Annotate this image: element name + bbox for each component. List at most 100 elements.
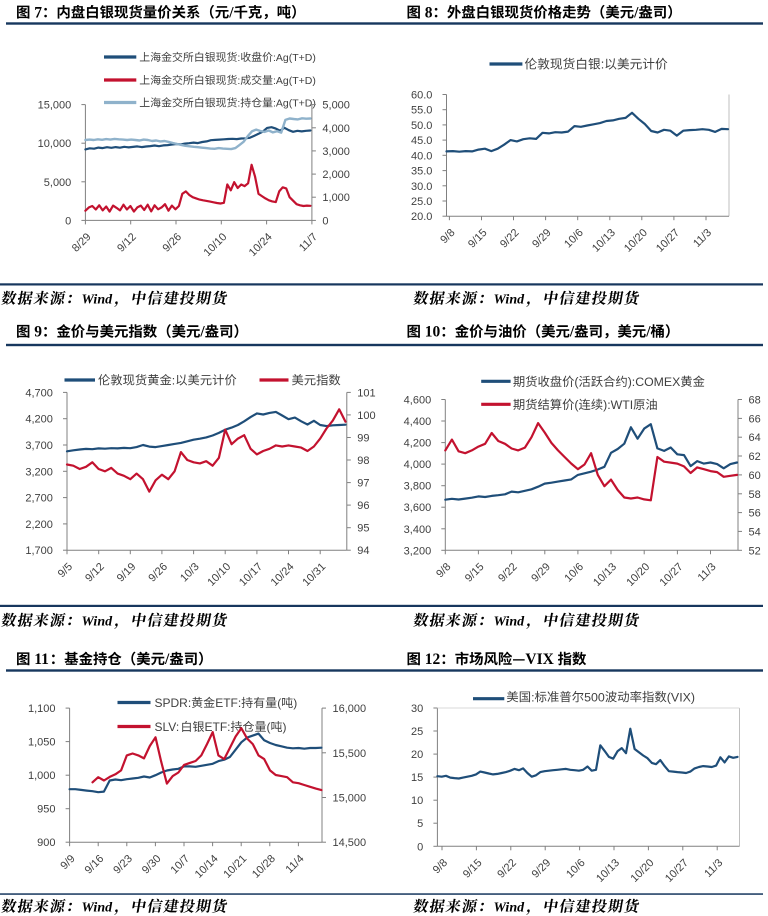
svg-text:3,200: 3,200 (25, 466, 53, 478)
svg-text:/: / (645, 324, 651, 341)
svg-text:1,100: 1,100 (28, 703, 56, 715)
svg-text:15,000: 15,000 (333, 793, 367, 805)
svg-text:45.0: 45.0 (411, 135, 432, 147)
svg-text:2,700: 2,700 (25, 493, 53, 505)
svg-text::Ag(T+D): :Ag(T+D) (273, 52, 316, 64)
svg-text:9: 9 (30, 324, 42, 341)
svg-text:99: 99 (357, 433, 369, 445)
svg-text::: : (237, 75, 240, 87)
svg-text:11: 11 (30, 651, 49, 668)
svg-text:):WTI: ):WTI (603, 398, 633, 412)
svg-text:0: 0 (417, 841, 423, 853)
svg-text:1,050: 1,050 (28, 737, 56, 749)
svg-text:(: ( (574, 375, 579, 389)
svg-text:7: 7 (30, 4, 42, 21)
svg-text::Ag(T+D): :Ag(T+D) (273, 98, 316, 110)
svg-text:52: 52 (749, 545, 761, 557)
svg-text:3,200: 3,200 (404, 545, 432, 557)
svg-text:54: 54 (749, 526, 761, 538)
svg-text:64: 64 (749, 432, 761, 444)
svg-text:Wind: Wind (494, 901, 526, 916)
svg-text:Wind: Wind (82, 901, 114, 916)
svg-text:Wind: Wind (82, 293, 114, 308)
svg-text:55.0: 55.0 (411, 105, 432, 117)
svg-text:4,700: 4,700 (25, 387, 53, 399)
svg-text:Wind: Wind (494, 615, 526, 630)
svg-text:(: ( (574, 398, 579, 412)
svg-text:):COMEX: ):COMEX (628, 375, 681, 389)
svg-text:10: 10 (411, 795, 423, 807)
svg-text:3,800: 3,800 (404, 481, 432, 493)
svg-text:(: ( (277, 696, 281, 710)
svg-text:500: 500 (584, 690, 605, 704)
svg-text:12: 12 (421, 651, 441, 668)
svg-text:4,200: 4,200 (404, 438, 432, 450)
svg-text:3,400: 3,400 (404, 524, 432, 536)
svg-text:Wind: Wind (82, 615, 114, 630)
svg-text:900: 900 (37, 837, 55, 849)
svg-text:10,000: 10,000 (38, 138, 72, 150)
svg-text:15: 15 (411, 772, 423, 784)
svg-text:ETF:: ETF: (215, 696, 241, 710)
svg-text:20: 20 (411, 749, 423, 761)
svg-text:30.0: 30.0 (411, 181, 432, 193)
svg-text:97: 97 (357, 478, 369, 490)
svg-text:5,000: 5,000 (322, 100, 350, 112)
svg-text:15,000: 15,000 (38, 100, 72, 112)
svg-text:3,700: 3,700 (25, 440, 53, 452)
svg-text:4,600: 4,600 (404, 395, 432, 407)
svg-text:4,000: 4,000 (404, 459, 432, 471)
svg-text:5,000: 5,000 (44, 177, 72, 189)
svg-text:950: 950 (37, 804, 55, 816)
svg-text:SPDR:: SPDR: (155, 696, 192, 710)
svg-text::: : (601, 58, 605, 72)
svg-text:3,600: 3,600 (404, 502, 432, 514)
svg-text:40.0: 40.0 (411, 150, 432, 162)
svg-text:8: 8 (421, 4, 433, 21)
svg-text:/: / (569, 324, 575, 341)
svg-text:4,200: 4,200 (25, 414, 53, 426)
svg-text:16,000: 16,000 (333, 703, 367, 715)
svg-text:3,000: 3,000 (322, 146, 350, 158)
svg-text:60: 60 (749, 470, 761, 482)
svg-text::Ag(T+D): :Ag(T+D) (273, 75, 316, 87)
svg-text:/: / (199, 324, 205, 341)
svg-text:/: / (164, 651, 170, 668)
svg-text:1,000: 1,000 (322, 192, 350, 204)
svg-text:(VIX): (VIX) (667, 690, 695, 704)
svg-text:): ) (293, 696, 297, 710)
svg-text:5: 5 (417, 818, 423, 830)
svg-text:): ) (283, 720, 287, 734)
svg-text:14,500: 14,500 (333, 837, 367, 849)
svg-text:4,400: 4,400 (404, 416, 432, 428)
svg-text:15,500: 15,500 (333, 748, 367, 760)
svg-text:94: 94 (357, 545, 369, 557)
svg-text:50.0: 50.0 (411, 120, 432, 132)
svg-text:100: 100 (357, 410, 375, 422)
svg-text:20.0: 20.0 (411, 211, 432, 223)
svg-text::: : (237, 52, 240, 64)
svg-text:62: 62 (749, 451, 761, 463)
svg-text:/: / (228, 4, 234, 21)
svg-text::: : (237, 98, 240, 110)
svg-text:ETF:: ETF: (205, 720, 231, 734)
svg-text:60.0: 60.0 (411, 90, 432, 102)
svg-text:10: 10 (421, 324, 441, 341)
svg-text:0: 0 (322, 215, 328, 227)
svg-text:98: 98 (357, 455, 369, 467)
svg-text:95: 95 (357, 523, 369, 535)
svg-text:25.0: 25.0 (411, 196, 432, 208)
svg-text:2,000: 2,000 (322, 169, 350, 181)
svg-text:35.0: 35.0 (411, 166, 432, 178)
svg-text:30: 30 (411, 703, 423, 715)
svg-text:25: 25 (411, 726, 423, 738)
svg-text:0: 0 (65, 215, 71, 227)
svg-text:1,000: 1,000 (28, 770, 56, 782)
svg-text:2,200: 2,200 (25, 519, 53, 531)
svg-text:58: 58 (749, 489, 761, 501)
svg-text:1,700: 1,700 (25, 545, 53, 557)
svg-text:96: 96 (357, 500, 369, 512)
svg-text:(: ( (267, 720, 271, 734)
svg-text:Wind: Wind (494, 293, 526, 308)
svg-text:VIX: VIX (525, 651, 557, 668)
